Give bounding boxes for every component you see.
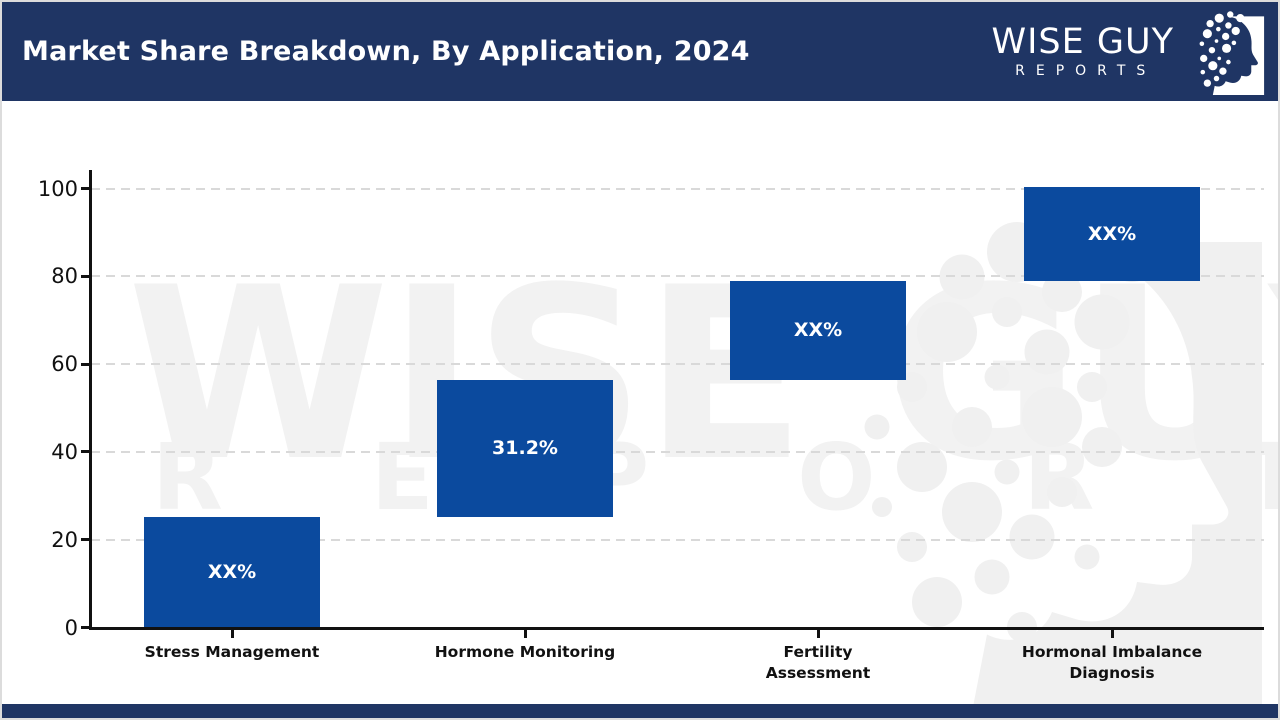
gridline bbox=[91, 187, 1264, 190]
category-label: Hormonal Imbalance Diagnosis bbox=[1021, 643, 1203, 682]
watermark-head-icon bbox=[864, 217, 1262, 712]
y-tick-label: 40 bbox=[51, 439, 78, 464]
page-title: Market Share Breakdown, By Application, … bbox=[22, 36, 750, 67]
x-axis bbox=[89, 627, 1264, 630]
bar-value-label: 31.2% bbox=[492, 437, 558, 460]
bar-segment: XX% bbox=[730, 280, 906, 380]
gridline bbox=[91, 275, 1264, 278]
y-tick-label: 20 bbox=[51, 527, 78, 552]
y-tick-mark bbox=[81, 626, 89, 629]
brand-logo-text: WISE GUY REPORTS bbox=[991, 22, 1174, 79]
x-tick-mark bbox=[1110, 630, 1114, 638]
header-bar: Market Share Breakdown, By Application, … bbox=[2, 2, 1278, 101]
brand-subtitle: REPORTS bbox=[1015, 63, 1157, 79]
y-axis bbox=[89, 170, 92, 630]
y-tick-label: 80 bbox=[51, 264, 78, 289]
bar-segment: 31.2% bbox=[437, 379, 613, 517]
category-label: Hormone Monitoring bbox=[434, 643, 616, 661]
y-tick-mark bbox=[81, 187, 89, 190]
y-tick-label: 0 bbox=[64, 615, 78, 640]
bar-segment: XX% bbox=[144, 516, 320, 628]
bar-value-label: XX% bbox=[207, 561, 257, 584]
bar-value-label: XX% bbox=[793, 319, 843, 342]
x-tick-mark bbox=[523, 630, 527, 638]
bar-value-label: XX% bbox=[1087, 222, 1137, 245]
footer-bar bbox=[2, 704, 1278, 718]
gridline bbox=[91, 538, 1264, 541]
y-tick-mark bbox=[81, 538, 89, 542]
x-tick-mark bbox=[816, 630, 820, 638]
bar-segment: XX% bbox=[1024, 187, 1200, 281]
category-label: Fertility Assessment bbox=[765, 643, 871, 682]
category-label: Stress Management bbox=[144, 643, 320, 661]
y-tick-label: 100 bbox=[37, 176, 78, 201]
brand-name: WISE GUY bbox=[991, 22, 1174, 62]
y-tick-mark bbox=[81, 450, 89, 454]
brand-logo: WISE GUY REPORTS bbox=[991, 9, 1268, 95]
gridline bbox=[91, 450, 1264, 453]
x-tick-mark bbox=[230, 630, 234, 638]
y-tick-mark bbox=[81, 362, 89, 366]
brand-head-icon bbox=[1199, 10, 1265, 95]
y-tick-label: 60 bbox=[51, 352, 78, 377]
gridline bbox=[91, 363, 1264, 366]
y-tick-mark bbox=[81, 274, 89, 278]
